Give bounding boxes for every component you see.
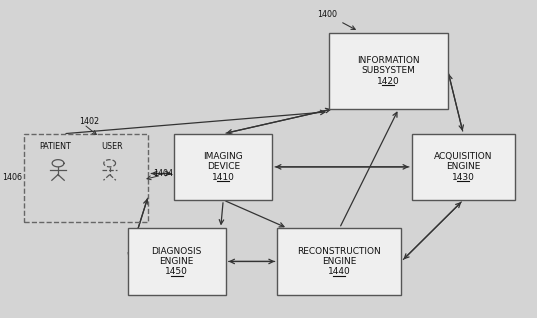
Text: 1450: 1450 — [165, 267, 188, 276]
Text: IMAGING: IMAGING — [204, 152, 243, 161]
Text: 1404: 1404 — [154, 169, 173, 178]
Text: ENGINE: ENGINE — [159, 257, 194, 266]
Text: 1440: 1440 — [328, 267, 351, 276]
Text: USER: USER — [101, 142, 123, 151]
Text: 1402: 1402 — [79, 117, 99, 126]
Text: 1420: 1420 — [377, 77, 400, 86]
Text: DIAGNOSIS: DIAGNOSIS — [151, 246, 202, 256]
Text: ENGINE: ENGINE — [446, 162, 481, 171]
Text: ACQUISITION: ACQUISITION — [434, 152, 492, 161]
FancyBboxPatch shape — [128, 228, 226, 294]
Text: DEVICE: DEVICE — [207, 162, 240, 171]
Text: 1400: 1400 — [317, 10, 355, 30]
FancyBboxPatch shape — [278, 228, 401, 294]
FancyBboxPatch shape — [329, 33, 448, 108]
Text: 1430: 1430 — [452, 173, 475, 182]
Text: 1410: 1410 — [212, 173, 235, 182]
Text: SUBSYSTEM: SUBSYSTEM — [361, 66, 416, 75]
FancyBboxPatch shape — [174, 134, 272, 200]
FancyBboxPatch shape — [412, 134, 515, 200]
Text: 1406: 1406 — [2, 173, 22, 183]
Text: RECONSTRUCTION: RECONSTRUCTION — [297, 246, 381, 256]
Text: PATIENT: PATIENT — [40, 142, 71, 151]
Text: ENGINE: ENGINE — [322, 257, 357, 266]
Text: INFORMATION: INFORMATION — [357, 56, 420, 65]
